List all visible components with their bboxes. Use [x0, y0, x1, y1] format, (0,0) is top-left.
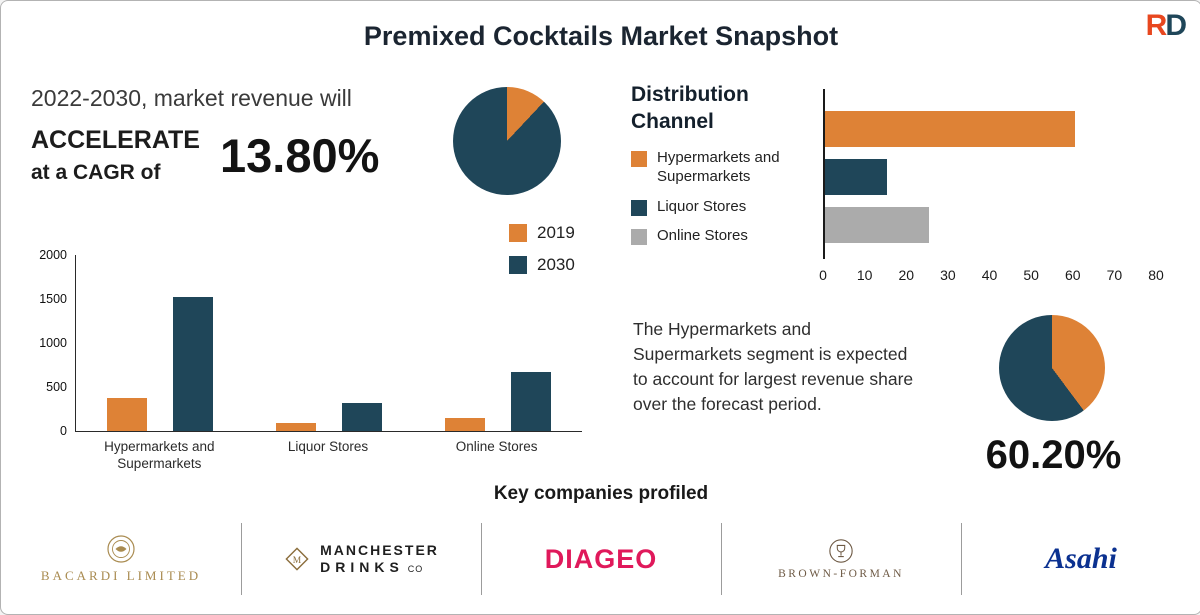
legend-item-2019: 2019	[509, 223, 575, 243]
bar-2030-category-2	[342, 402, 382, 431]
y-axis-tick-label: 1500	[39, 292, 67, 306]
distribution-horizontal-bar-chart: 0 10 20 30 40 50 60 70 80	[819, 89, 1164, 287]
hbar-plot-area	[823, 89, 1158, 259]
legend-item-2030: 2030	[509, 255, 575, 275]
category-label: Liquor Stores	[287, 439, 369, 454]
manchester-drinks-logo: M MANCHESTER DRINKS CO	[241, 517, 481, 601]
x-axis-tick-label: 0	[819, 267, 827, 283]
revenue-grouped-bar-chart: 0 500 1000 1500 2000 Hypermarkets and Superm…	[29, 248, 591, 479]
legend-label-2019: 2019	[537, 223, 575, 242]
x-axis-tick-label: 50	[1023, 267, 1039, 283]
x-axis-tick-label: 60	[1064, 267, 1081, 283]
x-axis-tick-label: 20	[898, 267, 915, 283]
legend-swatch-liquor-stores	[631, 199, 647, 216]
headline-accelerate: ACCELERATE	[31, 126, 200, 154]
bar-chart-category-labels: Hypermarkets and Supermarkets Liquor Stor…	[75, 439, 581, 479]
bacardi-logo: BACARDI LIMITED	[1, 517, 241, 601]
y-axis-tick-label: 2000	[39, 248, 67, 262]
hbar-category-2	[825, 159, 888, 195]
bacardi-wordmark: BACARDI LIMITED	[40, 568, 202, 583]
bacardi-emblem-icon	[107, 535, 135, 563]
diageo-wordmark: DIAGEO	[544, 543, 658, 574]
y-axis-tick-label: 500	[46, 380, 67, 394]
x-axis-tick-label: 10	[856, 267, 873, 283]
y-axis-tick-label: 1000	[39, 336, 67, 350]
logo-letter-r: R	[1145, 9, 1168, 42]
svg-text:M: M	[293, 556, 302, 566]
revenue-pie-chart	[453, 87, 561, 195]
manchester-line1: MANCHESTER	[320, 541, 439, 558]
y-axis-ticks: 0 500 1000 1500 2000	[29, 248, 69, 438]
research-dive-logo: RD	[1145, 9, 1187, 43]
legend-item-hypermarkets: Hypermarkets and Supermarkets	[631, 149, 821, 187]
largest-share-pie-chart	[999, 315, 1105, 421]
brown-forman-emblem-icon	[829, 539, 853, 563]
legend-label-online-stores: Online Stores	[657, 227, 748, 245]
pie-legend: 2019 2030	[509, 223, 575, 275]
cagr-value: 13.80%	[219, 129, 380, 182]
hbar-category-1	[825, 111, 1075, 147]
x-axis-tick-label: 30	[940, 267, 956, 283]
x-axis-tick-label: 40	[981, 267, 998, 283]
headline-labels: ACCELERATE at a CAGR of	[31, 126, 200, 185]
legend-swatch-online-stores	[631, 229, 647, 246]
cagr-headline: 2022-2030, market revenue will ACCELERAT…	[31, 85, 451, 185]
manchester-wordmark: MANCHESTER DRINKS CO	[320, 542, 439, 577]
bar-chart-plot-area	[75, 255, 582, 432]
headline-cagr-label: at a CAGR of	[31, 161, 161, 184]
diageo-logo: DIAGEO	[481, 517, 721, 601]
legend-label-hypermarkets: Hypermarkets and Supermarkets	[657, 149, 780, 185]
x-axis-ticks: 0 10 20 30 40 50 60 70 80	[819, 267, 1164, 287]
logo-letter-d: D	[1165, 9, 1187, 42]
bar-2019-category-2	[276, 423, 316, 431]
asahi-logo: Asahi	[961, 517, 1200, 601]
distribution-legend: Hypermarkets and Supermarkets Liquor Sto…	[631, 149, 821, 246]
companies-heading: Key companies profiled	[493, 483, 709, 504]
legend-swatch-2030	[509, 256, 527, 274]
bar-2030-category-3	[510, 372, 551, 431]
brown-forman-logo: BROWN-FORMAN	[721, 517, 961, 601]
page-title: Premixed Cocktails Market Snapshot	[363, 21, 839, 51]
legend-swatch-hypermarkets	[631, 151, 647, 167]
bar-2030-category-1	[173, 297, 214, 431]
company-logos-row: BACARDI LIMITED M MANCHESTER DRINKS CO D…	[1, 517, 1200, 601]
legend-item-online-stores: Online Stores	[631, 227, 821, 246]
distribution-channel-heading: Distribution Channel	[631, 83, 749, 134]
bar-2019-category-1	[107, 398, 148, 431]
legend-swatch-2019	[509, 224, 527, 242]
bar-2019-category-3	[444, 417, 485, 431]
asahi-wordmark: Asahi	[1045, 542, 1117, 575]
legend-item-liquor-stores: Liquor Stores	[631, 198, 821, 217]
x-axis-tick-label: 70	[1106, 267, 1123, 283]
manchester-co: CO	[407, 564, 424, 574]
category-label: Online Stores	[455, 439, 538, 454]
legend-label-2030: 2030	[537, 255, 575, 274]
manchester-diamond-icon: M	[285, 547, 309, 571]
share-value: 60.20%	[985, 433, 1122, 477]
segment-note-text: The Hypermarkets and Supermarkets segmen…	[633, 319, 914, 414]
headline-intro: 2022-2030, market revenue will	[31, 85, 352, 111]
y-axis-tick-label: 0	[60, 424, 67, 438]
manchester-line2: DRINKS	[320, 559, 404, 575]
brown-forman-wordmark: BROWN-FORMAN	[778, 568, 904, 580]
x-axis-tick-label: 80	[1148, 267, 1164, 283]
category-label: Hypermarkets and Supermarkets	[104, 439, 215, 471]
hbar-category-3	[825, 207, 930, 243]
legend-label-liquor-stores: Liquor Stores	[657, 197, 747, 215]
